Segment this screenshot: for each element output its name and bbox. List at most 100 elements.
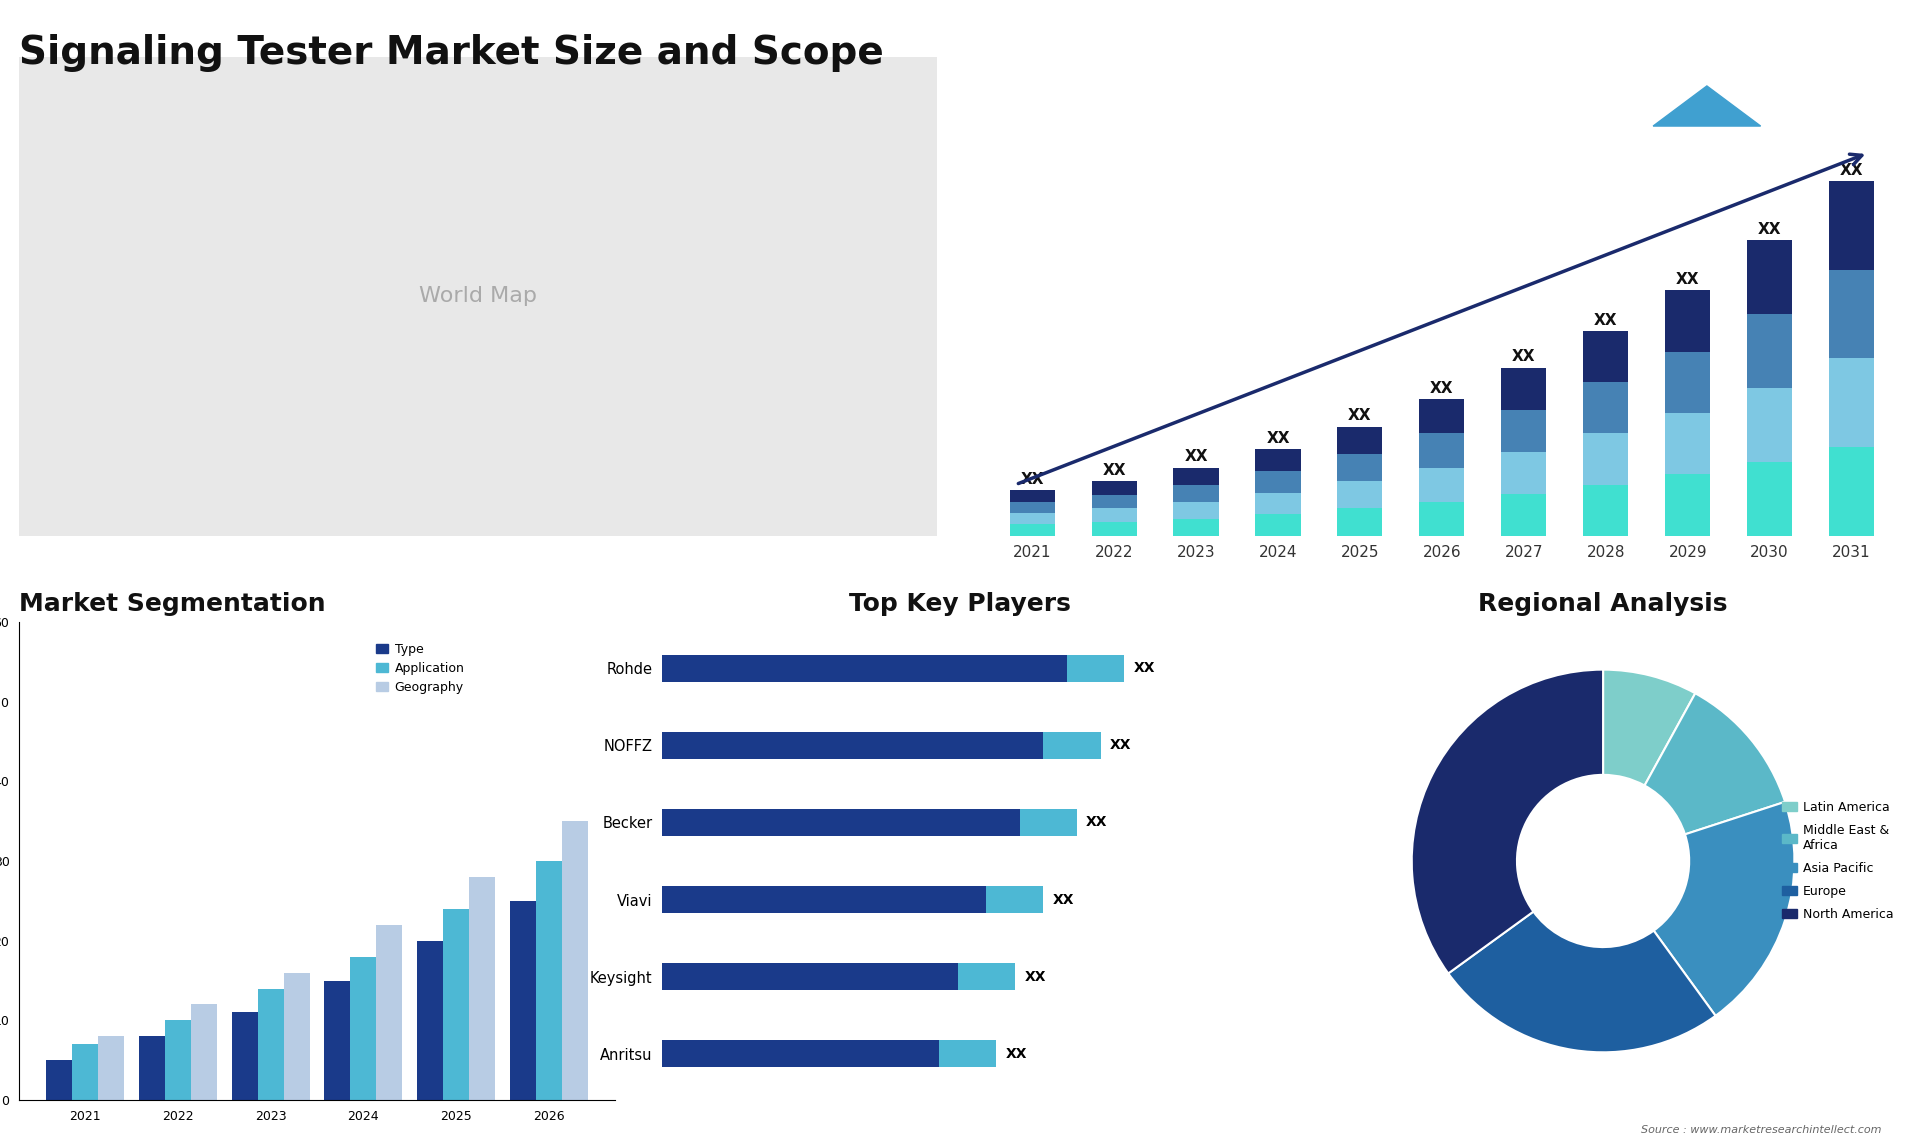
Title: Top Key Players: Top Key Players — [849, 591, 1071, 615]
Bar — [1665, 352, 1711, 413]
Bar — [1092, 481, 1137, 495]
Bar — [1584, 485, 1628, 535]
Text: Source : www.marketresearchintellect.com: Source : www.marketresearchintellect.com — [1642, 1124, 1882, 1135]
Bar — [662, 732, 1043, 759]
Wedge shape — [1411, 669, 1603, 973]
Bar — [1665, 290, 1711, 352]
Text: Market Segmentation: Market Segmentation — [19, 591, 326, 615]
Bar — [1338, 426, 1382, 454]
Bar — [939, 1041, 996, 1067]
Bar — [284, 973, 309, 1100]
Text: XX: XX — [1052, 893, 1075, 906]
Bar — [1338, 509, 1382, 535]
Bar — [138, 1036, 165, 1100]
Bar — [1830, 181, 1874, 270]
Text: XX: XX — [1676, 272, 1699, 286]
Bar — [1830, 270, 1874, 359]
Text: XX: XX — [1135, 661, 1156, 675]
Bar — [1338, 481, 1382, 509]
Text: Signaling Tester Market Size and Scope: Signaling Tester Market Size and Scope — [19, 34, 883, 72]
Text: World Map: World Map — [419, 286, 538, 306]
Bar — [1584, 331, 1628, 383]
Text: XX: XX — [1430, 380, 1453, 397]
Bar — [257, 989, 284, 1100]
Bar — [1020, 809, 1077, 835]
Bar — [1747, 241, 1791, 314]
Bar — [1501, 368, 1546, 409]
Circle shape — [1517, 775, 1690, 947]
Bar — [958, 963, 1016, 990]
Bar — [662, 654, 1068, 682]
Bar — [1092, 509, 1137, 523]
Bar — [98, 1036, 125, 1100]
Bar — [563, 821, 588, 1100]
Bar — [1068, 654, 1125, 682]
Bar — [1256, 449, 1300, 471]
Bar — [1256, 493, 1300, 515]
Legend: Type, Application, Geography: Type, Application, Geography — [371, 637, 468, 699]
Legend: Latin America, Middle East &
Africa, Asia Pacific, Europe, North America: Latin America, Middle East & Africa, Asi… — [1776, 796, 1899, 926]
Text: MARKET
RESEARCH
INTELLECT: MARKET RESEARCH INTELLECT — [1718, 53, 1776, 85]
Bar — [1173, 519, 1219, 535]
Bar — [509, 901, 536, 1100]
Bar — [1665, 474, 1711, 535]
Text: XX: XX — [1759, 222, 1782, 237]
Bar — [417, 941, 444, 1100]
Bar — [73, 1044, 98, 1100]
Text: XX: XX — [1185, 449, 1208, 464]
Text: XX: XX — [1110, 738, 1131, 752]
Text: XX: XX — [1594, 313, 1617, 328]
Bar — [1419, 502, 1465, 535]
Bar — [1338, 454, 1382, 481]
Bar — [1256, 471, 1300, 493]
Wedge shape — [1653, 802, 1795, 1015]
Bar — [324, 981, 349, 1100]
Bar — [1010, 525, 1054, 535]
Bar — [1830, 359, 1874, 447]
Bar — [662, 963, 958, 990]
Bar — [1043, 732, 1100, 759]
Text: XX: XX — [1023, 970, 1046, 983]
Text: XX: XX — [1006, 1046, 1027, 1061]
Bar — [662, 886, 987, 913]
Bar — [165, 1020, 190, 1100]
Bar — [1501, 409, 1546, 452]
Text: XX: XX — [1020, 472, 1044, 487]
Bar — [232, 1012, 257, 1100]
Text: XX: XX — [1348, 408, 1371, 423]
Bar — [1092, 495, 1137, 509]
Text: XX: XX — [1513, 350, 1536, 364]
Bar — [1830, 447, 1874, 535]
Text: XX: XX — [1839, 163, 1864, 178]
Bar — [1010, 490, 1054, 502]
Bar — [1256, 515, 1300, 535]
Text: XX: XX — [1265, 431, 1290, 446]
Bar — [1419, 400, 1465, 433]
Wedge shape — [1603, 669, 1695, 785]
Bar — [1747, 388, 1791, 462]
Bar — [1584, 433, 1628, 485]
Bar — [1419, 468, 1465, 502]
Bar — [1747, 314, 1791, 388]
Bar — [1665, 413, 1711, 474]
Wedge shape — [1645, 693, 1786, 834]
Bar — [1747, 462, 1791, 535]
Polygon shape — [1653, 86, 1761, 126]
Bar — [1173, 502, 1219, 519]
Bar — [1584, 383, 1628, 433]
Bar — [1010, 513, 1054, 525]
Bar — [46, 1060, 73, 1100]
Bar — [376, 925, 401, 1100]
Bar — [1501, 494, 1546, 535]
Bar — [662, 809, 1020, 835]
Bar — [536, 861, 563, 1100]
Wedge shape — [1448, 911, 1716, 1052]
Bar — [190, 1005, 217, 1100]
Bar — [1092, 523, 1137, 535]
Title: Regional Analysis: Regional Analysis — [1478, 591, 1728, 615]
Bar — [349, 957, 376, 1100]
Bar — [1173, 468, 1219, 485]
Bar — [1010, 502, 1054, 513]
Text: XX: XX — [1087, 816, 1108, 830]
Bar — [1419, 433, 1465, 468]
